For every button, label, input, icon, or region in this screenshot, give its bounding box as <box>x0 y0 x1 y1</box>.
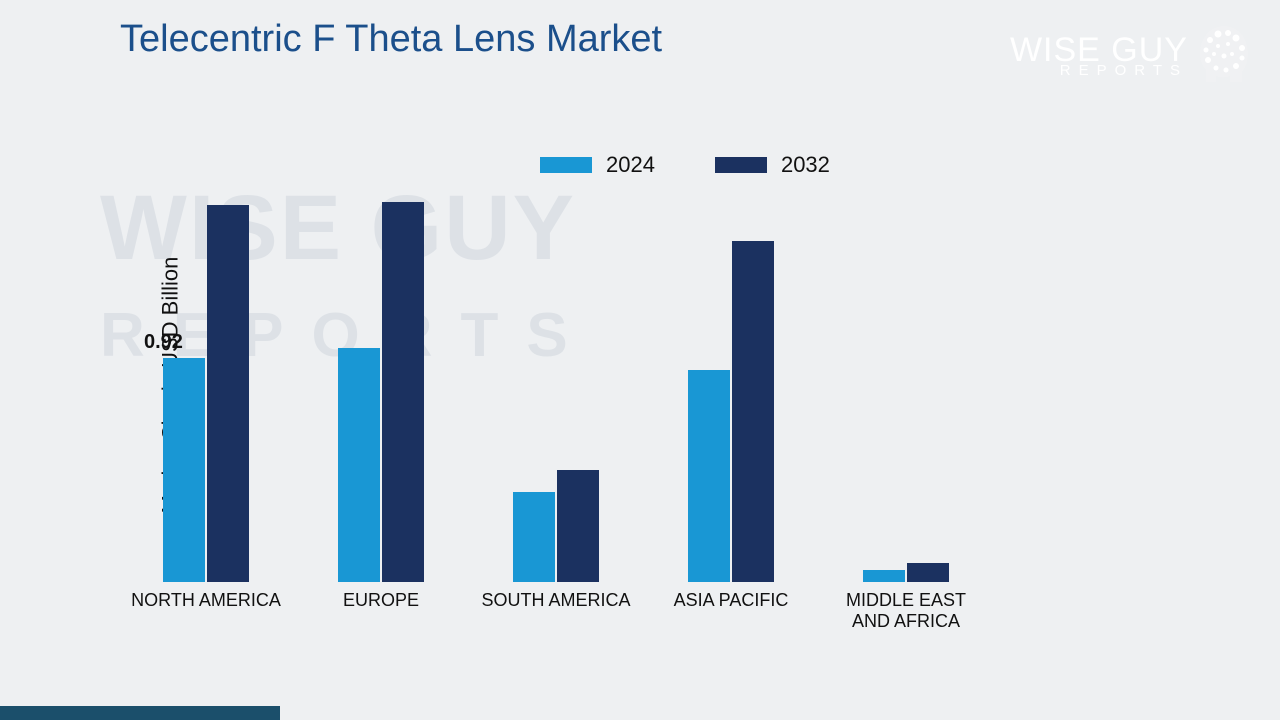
category-label: SOUTH AMERICA <box>476 582 636 611</box>
bar-2024 <box>513 492 555 582</box>
legend-label-2024: 2024 <box>606 152 655 178</box>
brand-text: WISE GUY REPORTS <box>1010 34 1188 79</box>
bar-2032 <box>382 202 424 582</box>
legend-label-2032: 2032 <box>781 152 830 178</box>
chart-title: Telecentric F Theta Lens Market <box>120 18 662 61</box>
bar-group: SOUTH AMERICA <box>486 470 626 582</box>
brand-line2: REPORTS <box>1060 64 1188 78</box>
bar-group: ASIA PACIFIC <box>661 241 801 582</box>
bar-2032 <box>557 470 599 582</box>
plot-area: 0.92NORTH AMERICAEUROPE SOUTH AMERICA ASIA… <box>116 168 986 582</box>
bar-2032 <box>732 241 774 582</box>
bar-2024 <box>163 358 205 582</box>
bar-2024 <box>688 370 730 582</box>
bar-2024 <box>338 348 380 582</box>
legend-swatch-2032 <box>715 157 767 173</box>
category-label: NORTH AMERICA <box>126 582 286 611</box>
legend-item-2024: 2024 <box>540 152 655 178</box>
bar-2032 <box>207 205 249 582</box>
legend-swatch-2024 <box>540 157 592 173</box>
bar-group: MIDDLE EAST AND AFRICA <box>836 563 976 582</box>
right-panel <box>960 0 1280 720</box>
canvas: WISE GUY REPORTS WISE GUY REPORTS Telece… <box>0 0 1280 720</box>
bar-2024 <box>863 570 905 582</box>
brand-logo: WISE GUY REPORTS <box>1010 24 1252 88</box>
bar-group: 0.92NORTH AMERICA <box>136 205 276 582</box>
category-label: MIDDLE EAST AND AFRICA <box>826 582 986 631</box>
bar-2032 <box>907 563 949 582</box>
category-label: ASIA PACIFIC <box>651 582 811 611</box>
chart: Market Size in USD Billion 0.92NORTH AME… <box>70 150 990 620</box>
brand-head-icon <box>1196 24 1252 88</box>
legend-item-2032: 2032 <box>715 152 830 178</box>
category-label: EUROPE <box>301 582 461 611</box>
legend: 2024 2032 <box>540 152 830 178</box>
bar-value-label: 0.92 <box>144 331 183 354</box>
bar-group: EUROPE <box>311 202 451 582</box>
bottom-strip <box>0 706 280 720</box>
